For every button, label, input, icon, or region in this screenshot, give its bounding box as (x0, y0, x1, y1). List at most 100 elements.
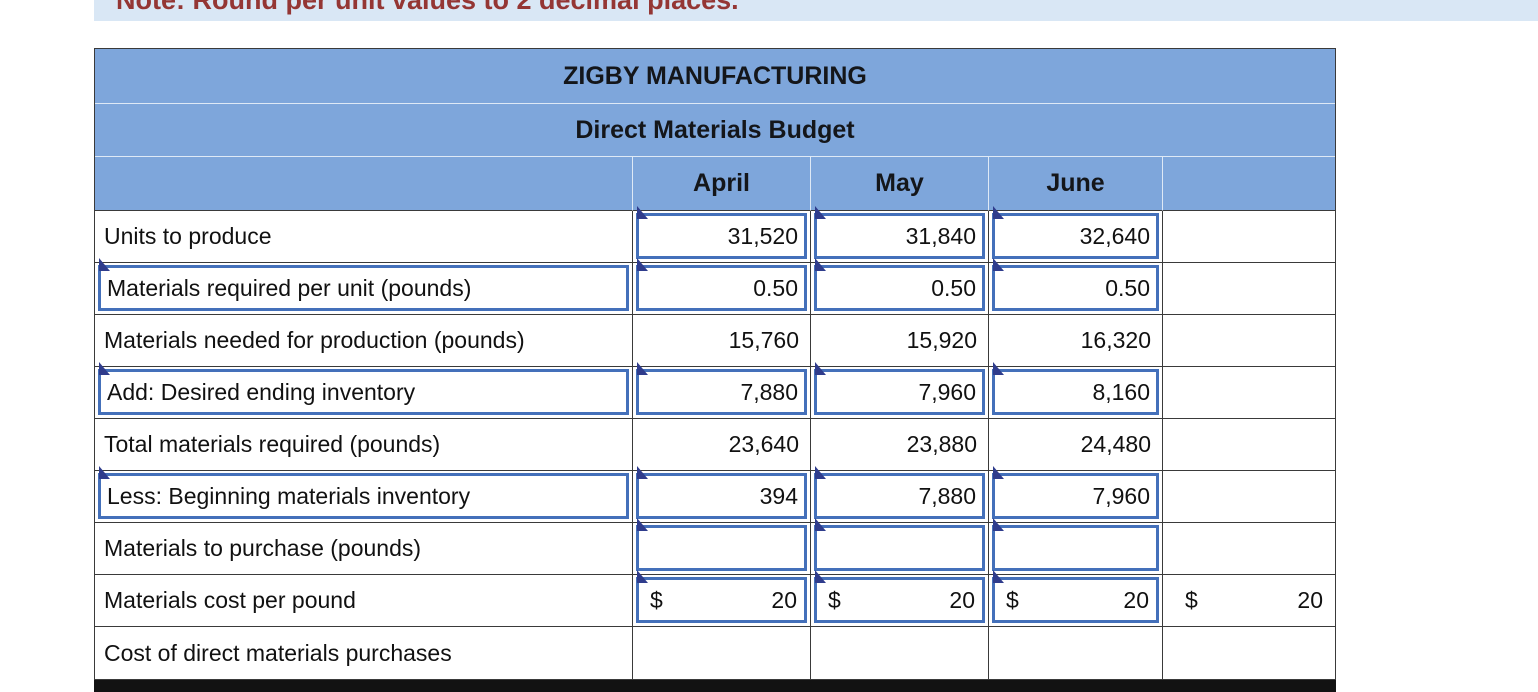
cell-marker-icon (993, 206, 1004, 219)
label-input[interactable]: Materials required per unit (pounds) (98, 258, 629, 311)
cell-marker-icon (637, 570, 648, 583)
cell-april: 394 (633, 466, 811, 523)
column-header-april: April (633, 157, 811, 211)
input-april[interactable]: 7,880 (636, 362, 807, 415)
input-value: 7,960 (1092, 482, 1150, 509)
row-label: Materials needed for production (pounds) (104, 327, 525, 353)
note-banner: Note: Round per unit values to 2 decimal… (94, 0, 1538, 21)
row-label: Materials to purchase (pounds) (104, 535, 422, 561)
currency-symbol: $ (1185, 587, 1198, 613)
cell-marker-icon (99, 258, 110, 271)
input-april[interactable]: 0.50 (636, 258, 807, 311)
row-label: Cost of direct materials purchases (104, 639, 452, 666)
input-value: 394 (759, 482, 798, 509)
cell-may: $20 (811, 570, 989, 627)
cell-extra (1163, 315, 1335, 367)
row-label-cell: Materials cost per pound (95, 575, 633, 627)
cell-marker-icon (993, 570, 1004, 583)
cell-extra (1163, 523, 1335, 575)
cell-may (811, 627, 989, 679)
cell-marker-icon (637, 206, 648, 219)
cell-marker-icon (815, 466, 826, 479)
cell-may: 7,960 (811, 362, 989, 419)
input-value: 31,840 (905, 222, 976, 249)
input-june[interactable] (992, 518, 1159, 571)
cell-june: 24,480 (989, 419, 1163, 471)
input-may[interactable]: 7,880 (814, 466, 985, 519)
cell-marker-icon (993, 466, 1004, 479)
input-value: 32,640 (1079, 222, 1150, 249)
note-text: Note: Round per unit values to 2 decimal… (116, 0, 739, 15)
cell-april: 0.50 (633, 258, 811, 315)
static-value: 23,640 (728, 431, 799, 457)
cell-marker-icon (815, 362, 826, 375)
input-april[interactable]: $20 (636, 570, 807, 623)
input-value: 7,880 (740, 378, 798, 405)
row-label: Materials cost per pound (104, 587, 356, 613)
input-june[interactable]: $20 (992, 570, 1159, 623)
input-value: 0.50 (1105, 274, 1150, 301)
input-may[interactable]: 7,960 (814, 362, 985, 415)
row-label: Units to produce (104, 223, 272, 249)
cell-june: 0.50 (989, 258, 1163, 315)
input-may[interactable]: 31,840 (814, 206, 985, 259)
cell-marker-icon (637, 518, 648, 531)
input-june[interactable]: 7,960 (992, 466, 1159, 519)
cell-extra (1163, 263, 1335, 315)
cell-june (989, 627, 1163, 679)
static-value: 23,880 (906, 431, 977, 457)
row-label: Materials required per unit (pounds) (107, 274, 472, 301)
cell-may: 15,920 (811, 315, 989, 367)
cell-marker-icon (993, 258, 1004, 271)
cell-extra (1163, 419, 1335, 471)
row-materials-required-per-unit: Materials required per unit (pounds) 0.5… (95, 258, 1335, 315)
row-total-materials-required: Total materials required (pounds) 23,640… (95, 419, 1335, 471)
column-header-blank-right (1163, 157, 1335, 211)
input-may[interactable] (814, 518, 985, 571)
cell-june: 7,960 (989, 466, 1163, 523)
table-title-row: ZIGBY MANUFACTURING (95, 49, 1335, 104)
cell-may: 7,880 (811, 466, 989, 523)
row-materials-cost-per-pound: Materials cost per pound $20 $20 $20 $20 (95, 570, 1335, 627)
input-april[interactable]: 394 (636, 466, 807, 519)
label-input[interactable]: Add: Desired ending inventory (98, 362, 629, 415)
input-june[interactable]: 8,160 (992, 362, 1159, 415)
label-input[interactable]: Less: Beginning materials inventory (98, 466, 629, 519)
currency-symbol: $ (650, 586, 663, 613)
cell-april: 23,640 (633, 419, 811, 471)
static-value: 16,320 (1080, 327, 1151, 353)
cell-extra (1163, 367, 1335, 419)
cell-marker-icon (993, 518, 1004, 531)
input-value: 31,520 (727, 222, 798, 249)
cell-marker-icon (815, 518, 826, 531)
input-may[interactable]: 0.50 (814, 258, 985, 311)
cell-may: 0.50 (811, 258, 989, 315)
row-less-beginning-materials-inventory: Less: Beginning materials inventory 394 … (95, 466, 1335, 523)
column-header-may: May (811, 157, 989, 211)
cell-may: 23,880 (811, 419, 989, 471)
cell-april: $20 (633, 570, 811, 627)
row-materials-to-purchase: Materials to purchase (pounds) (95, 518, 1335, 575)
row-label-cell: Materials required per unit (pounds) (95, 258, 633, 315)
cell-april: 15,760 (633, 315, 811, 367)
cell-marker-icon (637, 258, 648, 271)
cell-marker-icon (99, 466, 110, 479)
row-label-cell: Add: Desired ending inventory (95, 362, 633, 419)
cell-marker-icon (99, 362, 110, 375)
input-june[interactable]: 0.50 (992, 258, 1159, 311)
cell-marker-icon (637, 362, 648, 375)
row-label-cell: Less: Beginning materials inventory (95, 466, 633, 523)
input-april[interactable] (636, 518, 807, 571)
cell-extra (1163, 211, 1335, 263)
input-june[interactable]: 32,640 (992, 206, 1159, 259)
row-label-cell: Cost of direct materials purchases (95, 627, 633, 679)
input-april[interactable]: 31,520 (636, 206, 807, 259)
cell-marker-icon (815, 570, 826, 583)
row-add-desired-ending-inventory: Add: Desired ending inventory 7,880 7,96… (95, 362, 1335, 419)
cell-extra: $20 (1163, 575, 1335, 627)
budget-table: ZIGBY MANUFACTURING Direct Materials Bud… (94, 48, 1336, 680)
row-label-cell: Units to produce (95, 211, 633, 263)
row-units-to-produce: Units to produce 31,520 31,840 32,640 (95, 206, 1335, 263)
input-may[interactable]: $20 (814, 570, 985, 623)
